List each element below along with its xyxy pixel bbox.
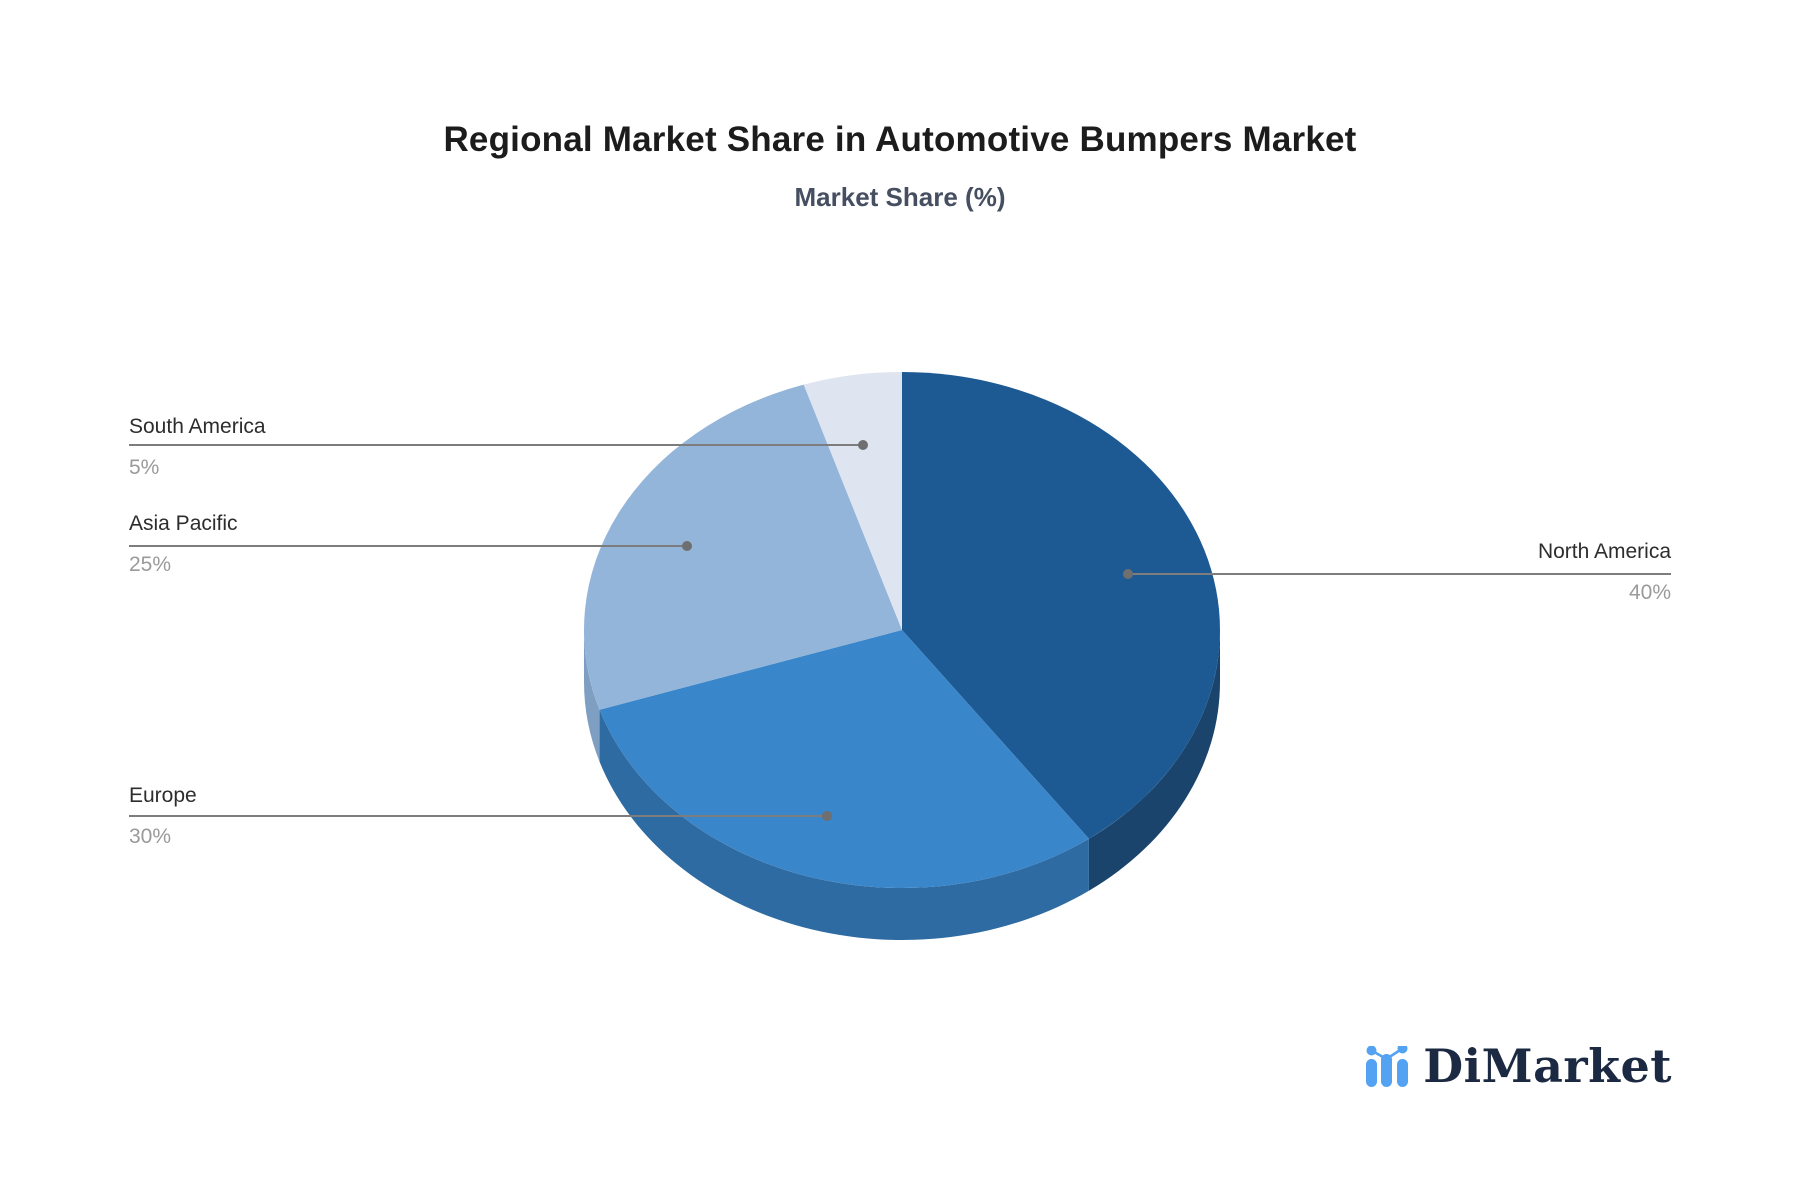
leader-lines-layer [129,440,1671,821]
chart-title: Regional Market Share in Automotive Bump… [443,120,1357,159]
callout-value: 40% [1628,581,1671,604]
leader-dot-south-america [858,440,868,450]
pie-slice-side-asia-pacific [584,630,600,762]
pie-slice-europe[interactable] [599,630,1089,888]
leader-dot-asia-pacific [682,541,692,551]
pie-slices-layer [584,372,1220,888]
chart-subtitle: Market Share (%) [794,182,1006,212]
callout-value: 5% [129,456,160,479]
callout-north-america: North America 40% [1538,539,1671,606]
callout-label: Europe [129,784,197,807]
pie-slice-asia-pacific[interactable] [584,384,902,710]
dimarket-logo-text: DiMarket [1423,1039,1672,1093]
callout-label: South America [129,415,266,438]
leader-dot-europe [822,811,832,821]
callout-south-america: South America 5% [129,414,266,481]
pie-slice-north-america[interactable] [902,372,1220,839]
leader-dot-north-america [1123,569,1133,579]
dimarket-logo-icon [1366,1046,1409,1087]
callout-label: North America [1537,540,1671,563]
callout-value: 30% [129,825,172,848]
pie-slice-side-europe [599,709,1089,940]
callout-label: Asia Pacific [129,512,238,535]
callout-europe: Europe 30% [129,783,197,850]
pie-slice-side-north-america [1088,630,1220,891]
callout-value: 25% [129,553,172,576]
dimarket-logo: DiMarket [1365,1038,1672,1090]
pie-slice-south-america[interactable] [803,372,902,630]
pie-depth-layer [584,630,1220,940]
callout-asia-pacific: Asia Pacific 25% [129,511,238,578]
